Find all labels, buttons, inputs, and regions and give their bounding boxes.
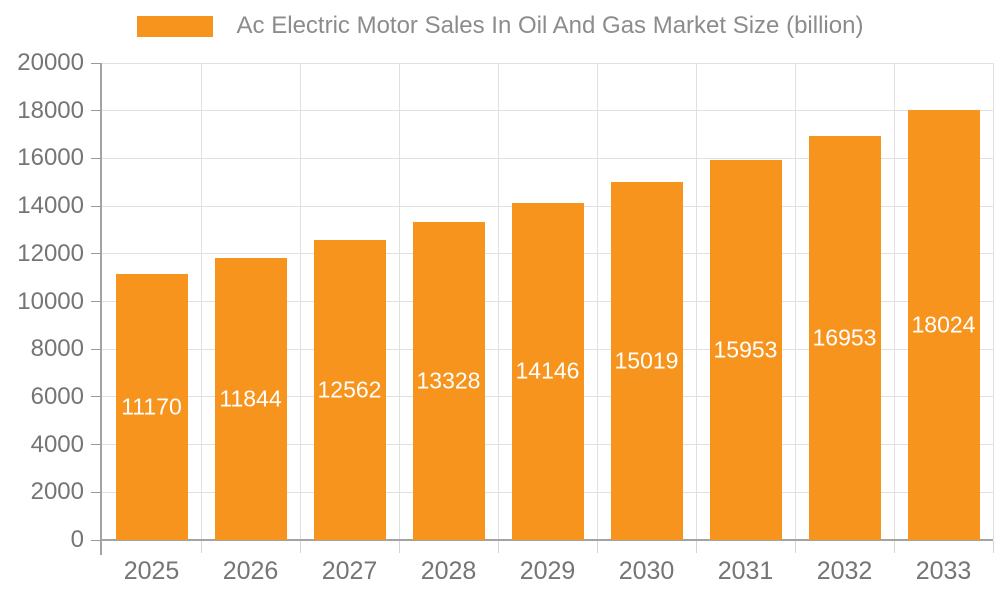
h-gridline (102, 110, 993, 112)
y-tick-mark (91, 62, 102, 64)
x-tick-mark (992, 541, 994, 553)
y-axis-tick-label: 14000 (17, 192, 84, 220)
y-tick-mark (91, 205, 102, 207)
bar-value-label: 15019 (614, 347, 679, 374)
y-tick-mark (91, 253, 102, 255)
bar-value-label: 15953 (713, 336, 778, 363)
v-gridline (596, 63, 598, 540)
x-tick-mark (695, 541, 697, 553)
v-gridline (893, 63, 895, 540)
legend-label: Ac Electric Motor Sales In Oil And Gas M… (236, 12, 864, 39)
x-tick-mark (893, 541, 895, 553)
bar-2027[interactable]: 12562 (313, 240, 386, 540)
x-axis-tick-label: 2027 (321, 557, 378, 585)
y-axis-line (100, 63, 102, 555)
y-axis-tick-label: 4000 (30, 430, 84, 458)
y-axis-tick-label: 20000 (17, 49, 84, 76)
x-axis-tick-label: 2030 (618, 557, 675, 585)
y-tick-mark (91, 301, 102, 302)
x-axis-tick-label: 2033 (915, 557, 972, 585)
y-tick-mark (91, 539, 102, 541)
bar-value-label: 18024 (911, 311, 976, 338)
y-tick-mark (91, 396, 102, 398)
bar-value-label: 11170 (121, 393, 182, 420)
bar-2030[interactable]: 15019 (610, 181, 683, 540)
x-tick-mark (398, 541, 400, 553)
x-tick-mark (299, 541, 301, 553)
x-axis-tick-label: 2028 (420, 557, 477, 585)
bar-2033[interactable]: 18024 (907, 110, 980, 540)
legend[interactable]: Ac Electric Motor Sales In Oil And Gas M… (0, 12, 1000, 40)
x-axis-tick-label: 2026 (222, 557, 279, 585)
h-gridline (102, 157, 993, 159)
x-tick-mark (596, 541, 598, 553)
bar-2029[interactable]: 14146 (511, 202, 584, 540)
v-gridline (497, 63, 499, 540)
bar-2031[interactable]: 15953 (709, 159, 782, 540)
y-axis-tick-label: 16000 (17, 144, 84, 172)
bar-value-label: 12562 (317, 376, 382, 403)
h-gridline (102, 62, 993, 64)
y-axis-tick-label: 6000 (30, 382, 84, 410)
y-tick-mark (91, 444, 102, 446)
y-tick-mark (91, 491, 102, 493)
x-tick-mark (794, 541, 796, 553)
y-axis-tick-label: 2000 (30, 478, 84, 506)
y-axis-tick-label: 18000 (17, 96, 84, 124)
bar-value-label: 13328 (416, 367, 481, 394)
bar-value-label: 16953 (812, 324, 877, 351)
v-gridline (299, 63, 301, 540)
x-tick-mark (497, 541, 499, 553)
y-axis-tick-label: 10000 (17, 287, 84, 315)
y-axis-tick-label: 8000 (30, 335, 84, 363)
bar-2026[interactable]: 11844 (214, 257, 287, 540)
y-axis-tick-label: 0 (70, 526, 84, 553)
bar-2032[interactable]: 16953 (808, 135, 881, 540)
v-gridline (398, 63, 400, 540)
x-tick-mark (200, 541, 202, 553)
y-tick-mark (91, 348, 102, 350)
y-tick-mark (91, 110, 102, 112)
x-axis-tick-label: 2031 (717, 557, 774, 585)
v-gridline (794, 63, 796, 540)
v-gridline (992, 63, 994, 540)
bar-2028[interactable]: 13328 (412, 222, 485, 540)
bar-value-label: 11844 (219, 385, 282, 412)
legend-swatch (136, 15, 213, 37)
x-axis-tick-label: 2025 (123, 557, 180, 585)
bar-2025[interactable]: 11170 (115, 273, 188, 540)
y-axis-tick-label: 12000 (17, 239, 84, 267)
x-axis-line (100, 539, 993, 541)
v-gridline (200, 63, 202, 540)
x-axis-tick-label: 2032 (816, 557, 873, 585)
y-tick-mark (91, 157, 102, 159)
x-axis-tick-label: 2029 (519, 557, 576, 585)
v-gridline (695, 63, 697, 540)
bar-value-label: 14146 (515, 357, 580, 384)
